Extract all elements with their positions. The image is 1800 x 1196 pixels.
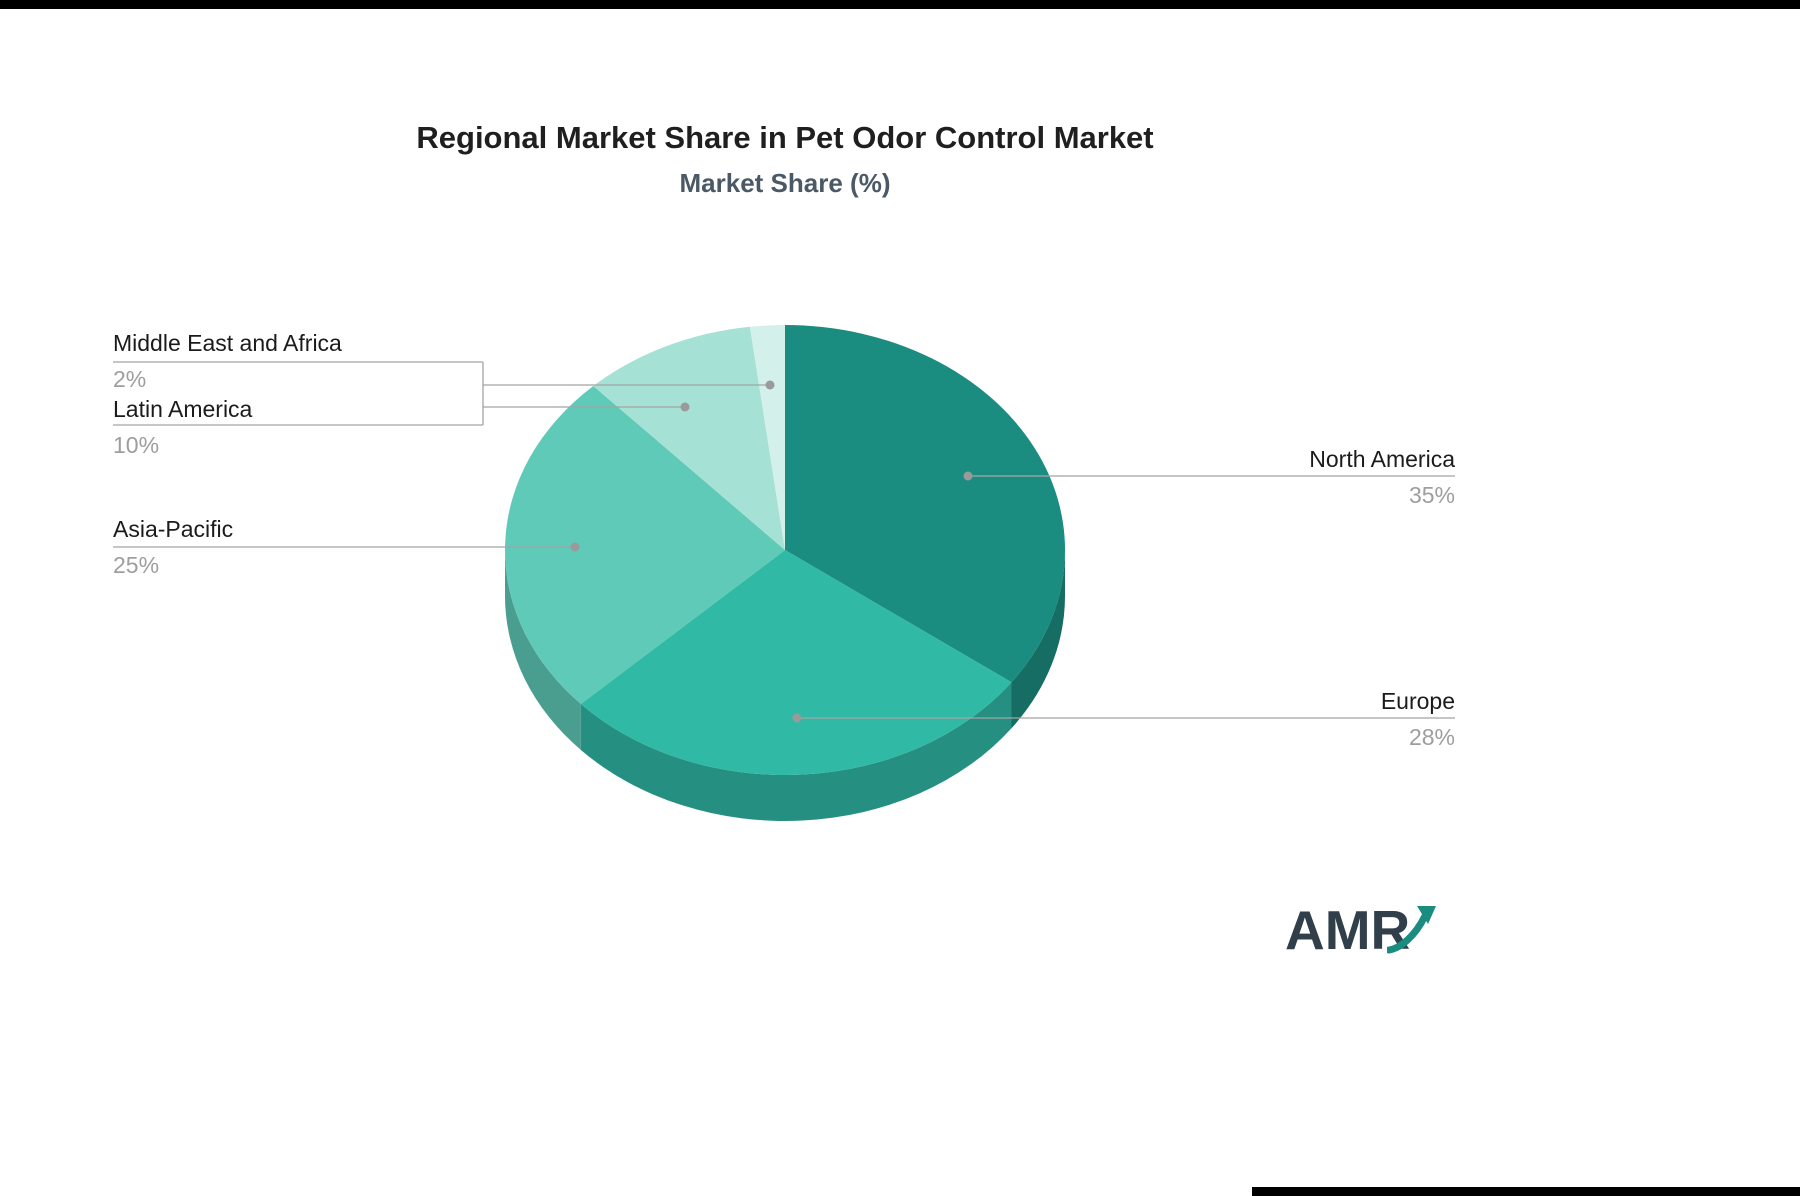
label-north-america: North America 35% [1309,446,1455,508]
label-value: 28% [1408,724,1455,750]
pie-side-asia-pacific [505,550,581,750]
leader-dot-north-america [963,471,973,481]
label-name: Europe [1380,688,1455,714]
leader-lines [113,361,1455,719]
label-name: North America [1309,446,1455,472]
label-latin-america: Latin America 10% [113,396,252,458]
chart-title: Regional Market Share in Pet Odor Contro… [416,120,1154,155]
label-value: 2% [113,366,147,392]
leader-dot-latin-america [680,402,690,412]
pie-slice-asia-pacific [505,386,785,704]
amr-logo: AMR [1285,898,1436,961]
logo-arrow-icon [1387,906,1436,954]
pie-side-europe [580,682,1012,821]
chart-subtitle: Market Share (%) [679,168,891,198]
leader-dot-europe [792,713,802,723]
pie-slices [505,325,1066,821]
pie-slice-europe [580,550,1012,775]
label-name: Asia-Pacific [113,516,234,542]
leader-dot-middle-east-africa [765,380,775,390]
label-name: Latin America [113,396,253,422]
label-middle-east-africa: Middle East and Africa 2% [113,330,342,392]
leader-dots [570,380,973,723]
label-asia-pacific: Asia-Pacific 25% [113,516,233,578]
pie-slice-middle-east-and-africa [749,325,785,550]
label-value: 35% [1408,482,1455,508]
pie-side-north-america [1011,550,1065,729]
pie-slice-north-america [785,325,1066,683]
label-value: 25% [113,552,160,578]
pie-slice-latin-america [593,326,785,550]
top-black-bar [0,0,1800,9]
label-name: Middle East and Africa [113,330,342,356]
bottom-black-bar [1252,1187,1800,1196]
label-value: 10% [113,432,160,458]
leader-dot-asia-pacific [570,542,580,552]
label-europe: Europe 28% [1381,688,1455,750]
